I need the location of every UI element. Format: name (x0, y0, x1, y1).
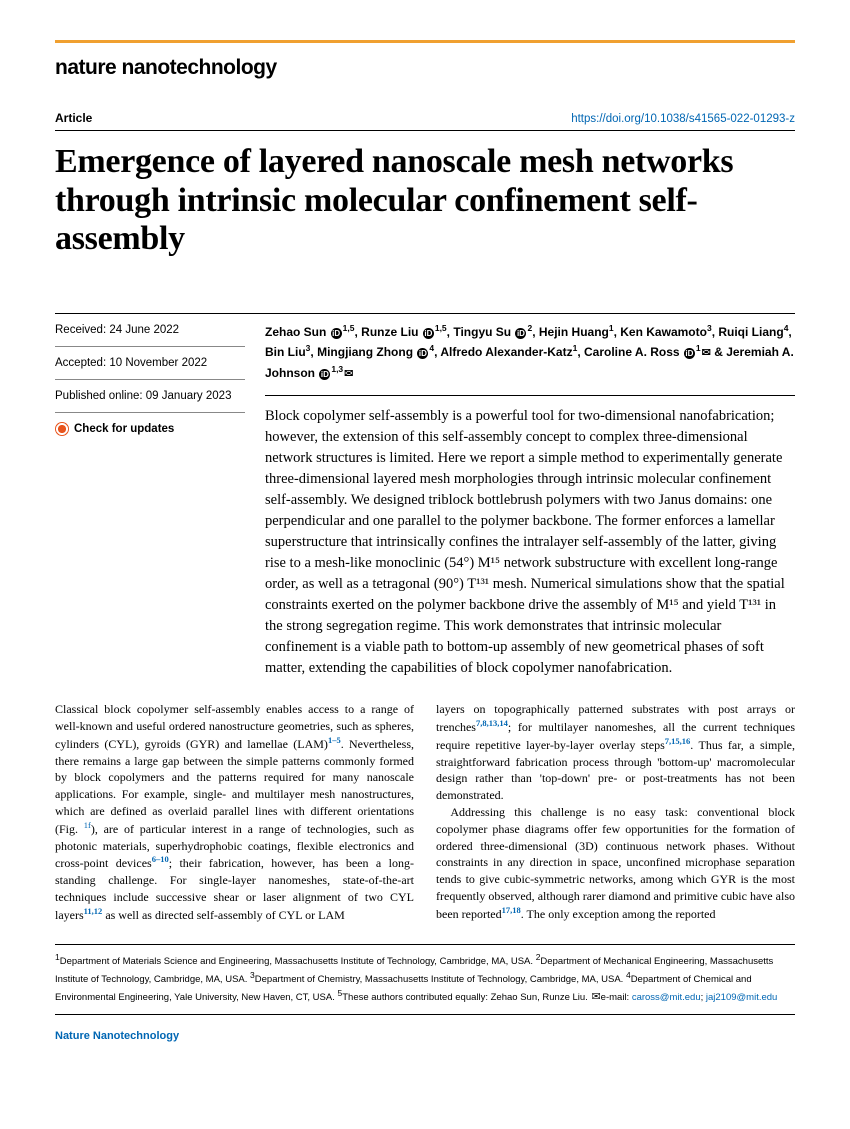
metadata-right-column: Zehao Sun iD1,5, Runze Liu iD1,5, Tingyu… (245, 314, 795, 680)
header-row: Article https://doi.org/10.1038/s41565-0… (55, 110, 795, 131)
body-paragraph: Classical block copolymer self-assembly … (55, 701, 414, 923)
accepted-date: Accepted: 10 November 2022 (55, 347, 245, 380)
metadata-block: Received: 24 June 2022 Accepted: 10 Nove… (55, 313, 795, 680)
footer-journal-name: Nature Nanotechnology (55, 1029, 795, 1044)
check-updates-button[interactable]: Check for updates (55, 413, 245, 445)
check-updates-label: Check for updates (74, 421, 174, 437)
published-date: Published online: 09 January 2023 (55, 380, 245, 413)
body-column-right: layers on topographically patterned subs… (436, 701, 795, 923)
authors-list: Zehao Sun iD1,5, Runze Liu iD1,5, Tingyu… (265, 314, 795, 395)
journal-name: nature nanotechnology (55, 53, 795, 82)
body-text-columns: Classical block copolymer self-assembly … (55, 701, 795, 923)
body-paragraph: layers on topographically patterned subs… (436, 701, 795, 804)
article-title: Emergence of layered nanoscale mesh netw… (55, 143, 795, 257)
crossmark-icon (55, 422, 69, 436)
article-type-label: Article (55, 110, 92, 127)
metadata-left-column: Received: 24 June 2022 Accepted: 10 Nove… (55, 314, 245, 680)
received-date: Received: 24 June 2022 (55, 314, 245, 347)
doi-link[interactable]: https://doi.org/10.1038/s41565-022-01293… (571, 111, 795, 127)
body-paragraph: Addressing this challenge is no easy tas… (436, 804, 795, 923)
top-accent-rule (55, 40, 795, 43)
affiliations-block: 1Department of Materials Science and Eng… (55, 944, 795, 1015)
abstract-text: Block copolymer self-assembly is a power… (265, 395, 795, 679)
body-column-left: Classical block copolymer self-assembly … (55, 701, 414, 923)
